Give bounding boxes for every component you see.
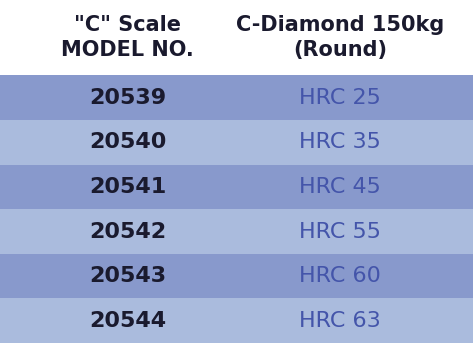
Text: HRC 45: HRC 45 bbox=[300, 177, 381, 197]
Text: HRC 55: HRC 55 bbox=[300, 222, 382, 241]
Text: 20539: 20539 bbox=[89, 88, 166, 108]
FancyBboxPatch shape bbox=[0, 298, 473, 343]
FancyBboxPatch shape bbox=[0, 120, 473, 165]
Text: C-Diamond 150kg
(Round): C-Diamond 150kg (Round) bbox=[236, 15, 445, 60]
Text: 20541: 20541 bbox=[89, 177, 166, 197]
FancyBboxPatch shape bbox=[0, 254, 473, 298]
Text: HRC 60: HRC 60 bbox=[300, 266, 381, 286]
FancyBboxPatch shape bbox=[0, 75, 473, 120]
Text: 20540: 20540 bbox=[89, 132, 166, 152]
Text: 20543: 20543 bbox=[89, 266, 166, 286]
Text: 20542: 20542 bbox=[89, 222, 166, 241]
FancyBboxPatch shape bbox=[0, 209, 473, 254]
Text: HRC 35: HRC 35 bbox=[300, 132, 381, 152]
Text: HRC 63: HRC 63 bbox=[300, 311, 381, 331]
Text: 20544: 20544 bbox=[89, 311, 166, 331]
Text: "C" Scale
MODEL NO.: "C" Scale MODEL NO. bbox=[61, 15, 194, 60]
Text: HRC 25: HRC 25 bbox=[300, 88, 381, 108]
FancyBboxPatch shape bbox=[0, 165, 473, 209]
